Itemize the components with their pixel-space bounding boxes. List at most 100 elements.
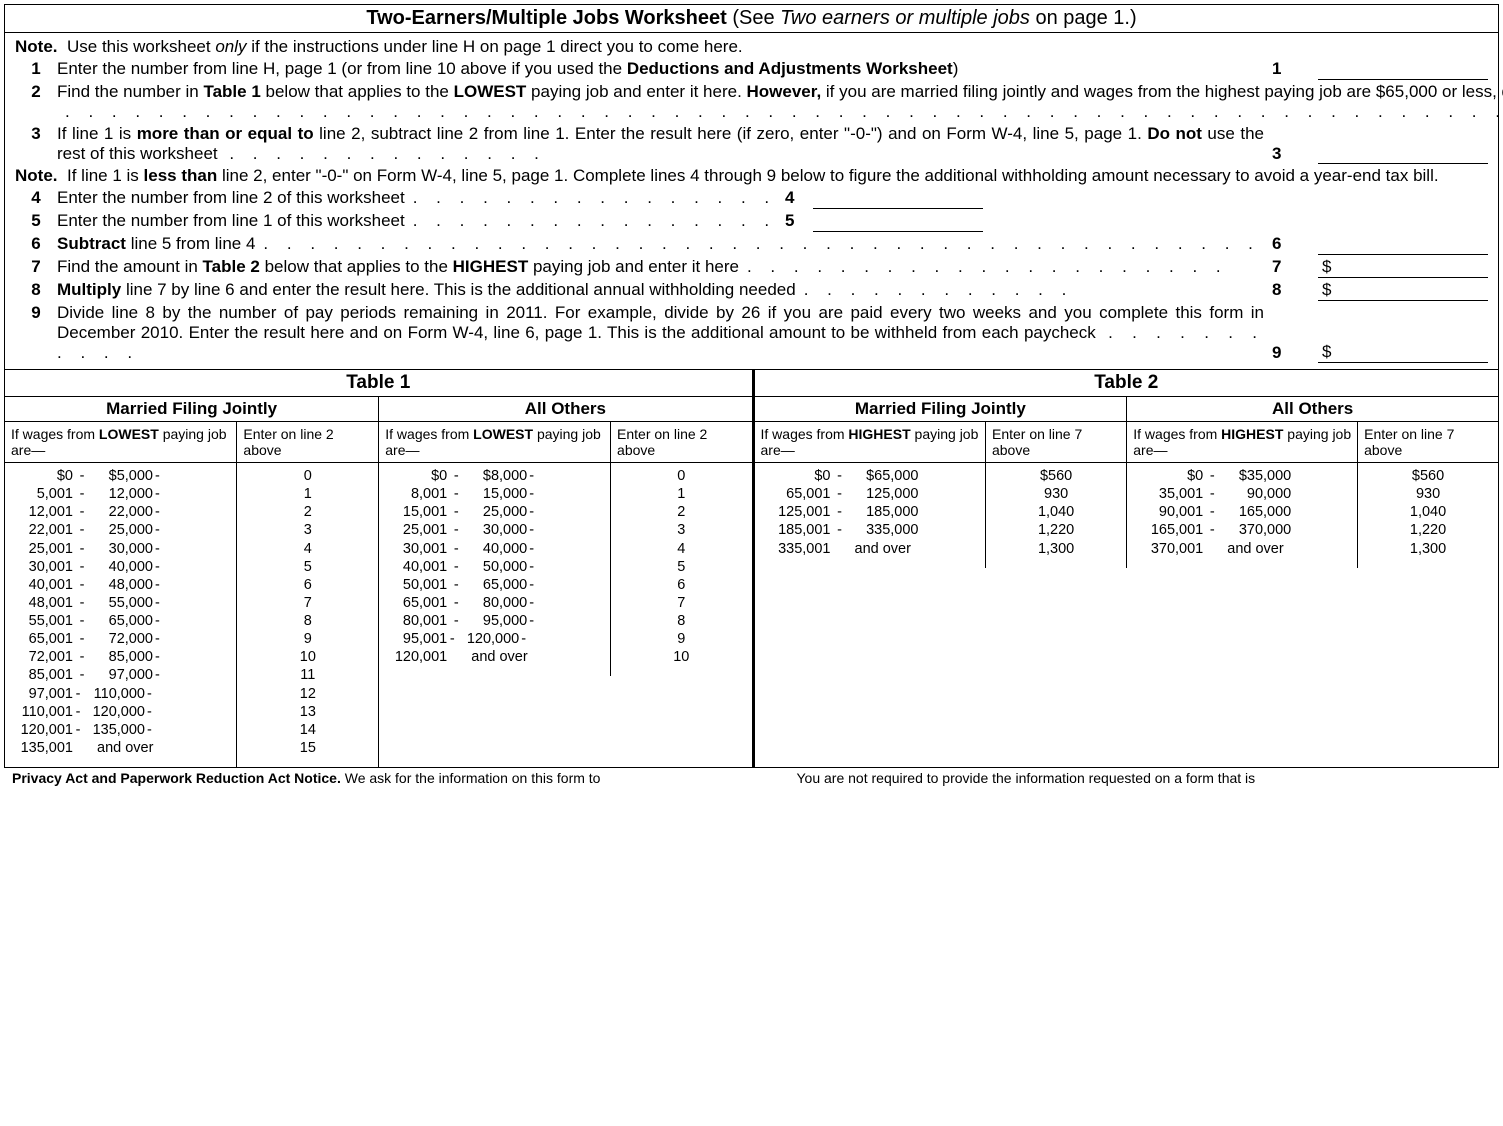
t1-oth-title: All Others — [379, 397, 751, 422]
h: LOWEST — [473, 426, 533, 442]
worksheet-body: Note. Use this worksheet only if the ins… — [5, 33, 1498, 369]
line5-num: 5 — [15, 211, 57, 231]
note-2: Note. If line 1 is less than line 2, ent… — [15, 166, 1488, 186]
dots: . . . . . . . . . . . . . . . . . . . . … — [739, 257, 1264, 277]
footer-right: You are not required to provide the info… — [797, 770, 1492, 786]
line4-rnum: 4 — [785, 188, 807, 208]
dots: . . . . . . . . . . . . . . . . . . . . … — [57, 102, 1503, 122]
t1-oth: All Others If wages from LOWEST paying j… — [378, 397, 751, 767]
table1-title: Table 1 — [5, 370, 752, 397]
t1-mfj-ranges: $0-$5,000 -5,001-12,000 -12,001-22,000 -… — [5, 463, 236, 767]
dollar-sign: $ — [1322, 280, 1331, 299]
line7-blank[interactable]: $ — [1318, 257, 1488, 278]
line-7: 7 Find the amount in Table 2 below that … — [15, 257, 1488, 278]
l8t: line 7 by line 6 and enter the result he… — [121, 280, 795, 299]
line-8: 8 Multiply line 7 by line 6 and enter th… — [15, 280, 1488, 301]
l3b2: Do not — [1147, 124, 1202, 143]
t1-mfj-values: 0123456789101112131415 — [236, 463, 378, 767]
line1-post: ) — [953, 59, 959, 78]
table-1: Table 1 Married Filing Jointly If wages … — [5, 370, 752, 767]
line9-rnum: 9 — [1272, 343, 1312, 363]
l4t: Enter the number from line 2 of this wor… — [57, 188, 405, 208]
title-plain2: on page 1.) — [1030, 7, 1137, 29]
title-bar: Two-Earners/Multiple Jobs Worksheet (See… — [5, 5, 1498, 33]
line7-num: 7 — [15, 257, 57, 277]
dots: . . . . . . . . . . . . . . . . . . . . … — [405, 211, 777, 231]
line9-blank[interactable]: $ — [1318, 342, 1488, 363]
line6-num: 6 — [15, 234, 57, 254]
line-5: 5 Enter the number from line 1 of this w… — [15, 211, 1488, 232]
dots: . . . . . . . . . . . . . . . . . . . . … — [255, 234, 1264, 254]
t2-oth-hdrB: Enter on line 7 above — [1357, 422, 1498, 462]
line6-rnum: 6 — [1272, 234, 1312, 254]
l7b2: HIGHEST — [453, 257, 529, 276]
n2a: If line 1 is — [67, 166, 144, 185]
t2-mfj-ranges: $0-$65,00065,001-125,000125,001-185,0001… — [755, 463, 985, 568]
t2-oth: All Others If wages from HIGHEST paying … — [1126, 397, 1498, 568]
dots: . . . . . . . . . . . . — [796, 280, 1264, 300]
line1-blank[interactable] — [1318, 59, 1488, 80]
t2-oth-title: All Others — [1127, 397, 1498, 422]
tables-section: Table 1 Married Filing Jointly If wages … — [5, 369, 1498, 767]
line4-blank[interactable] — [813, 188, 983, 209]
note1-a: Use this worksheet — [67, 37, 215, 56]
dots: . . . . . . . . . . . . . . — [218, 144, 546, 163]
h: HIGHEST — [1221, 426, 1283, 442]
h: If wages from — [1133, 426, 1221, 442]
t2-mfj-hdrB: Enter on line 7 above — [985, 422, 1126, 462]
t2-mfj: Married Filing Jointly If wages from HIG… — [755, 397, 1127, 568]
l2b2: LOWEST — [454, 82, 527, 101]
l5t: Enter the number from line 1 of this wor… — [57, 211, 405, 231]
line4-num: 4 — [15, 188, 57, 208]
line-1: 1 Enter the number from line H, page 1 (… — [15, 59, 1488, 80]
t2-oth-ranges: $0-$35,00035,001-90,00090,001-165,000165… — [1127, 463, 1357, 568]
line8-blank[interactable]: $ — [1318, 280, 1488, 301]
footer: Privacy Act and Paperwork Reduction Act … — [4, 768, 1499, 786]
line5-blank[interactable] — [813, 211, 983, 232]
table2-title: Table 2 — [755, 370, 1499, 397]
l7a: Find the amount in — [57, 257, 203, 276]
t1-oth-values: 012345678910 — [610, 463, 751, 676]
t1-mfj: Married Filing Jointly If wages from LOW… — [5, 397, 378, 767]
dollar-sign: $ — [1322, 342, 1331, 361]
l6b: Subtract — [57, 234, 126, 253]
note1-b: if the instructions under line H on page… — [247, 37, 743, 56]
n2c: line 2, enter "-0-" on Form W-4, line 5,… — [217, 166, 1438, 185]
line3-blank[interactable] — [1318, 143, 1488, 164]
line6-blank[interactable] — [1318, 234, 1488, 255]
line8-num: 8 — [15, 280, 57, 300]
l3c: line 2, subtract line 2 from line 1. Ent… — [314, 124, 1148, 143]
t1-mfj-hdrB: Enter on line 2 above — [236, 422, 378, 462]
l7d: paying job and enter it here — [528, 257, 739, 276]
l9t: Divide line 8 by the number of pay perio… — [57, 303, 1264, 342]
line1-b: Deductions and Adjustments Worksheet — [627, 59, 953, 78]
worksheet-container: Two-Earners/Multiple Jobs Worksheet (See… — [4, 4, 1499, 768]
line-3: 3 If line 1 is more than or equal to lin… — [15, 124, 1488, 164]
note-1: Note. Use this worksheet only if the ins… — [15, 37, 1488, 57]
line-6: 6 Subtract line 5 from line 4 . . . . . … — [15, 234, 1488, 255]
l2e: if you are married filing jointly and wa… — [821, 82, 1503, 101]
line8-rnum: 8 — [1272, 280, 1312, 300]
line-2: 2 Find the number in Table 1 below that … — [15, 82, 1488, 122]
t1-mfj-hdrA: If wages from LOWEST paying job are— — [5, 422, 236, 462]
h: LOWEST — [99, 426, 159, 442]
note1-i: only — [215, 37, 246, 56]
l2a: Find the number in — [57, 82, 203, 101]
t2-mfj-title: Married Filing Jointly — [755, 397, 1127, 422]
l2b1: Table 1 — [203, 82, 260, 101]
table-2: Table 2 Married Filing Jointly If wages … — [752, 370, 1499, 767]
line-9: 9 Divide line 8 by the number of pay per… — [15, 303, 1488, 363]
l7b: Table 2 — [203, 257, 260, 276]
h: If wages from — [385, 426, 473, 442]
t2-mfj-hdrA: If wages from HIGHEST paying job are— — [755, 422, 985, 462]
n2b: less than — [144, 166, 218, 185]
h: If wages from — [11, 426, 99, 442]
title-bold: Two-Earners/Multiple Jobs Worksheet — [366, 7, 726, 29]
h: HIGHEST — [848, 426, 910, 442]
l2c: below that applies to the — [261, 82, 454, 101]
title-plain1: (See — [727, 7, 780, 29]
t1-oth-hdrA: If wages from LOWEST paying job are— — [379, 422, 610, 462]
note2-label: Note. — [15, 166, 67, 186]
t1-mfj-title: Married Filing Jointly — [5, 397, 378, 422]
l7c: below that applies to the — [260, 257, 453, 276]
